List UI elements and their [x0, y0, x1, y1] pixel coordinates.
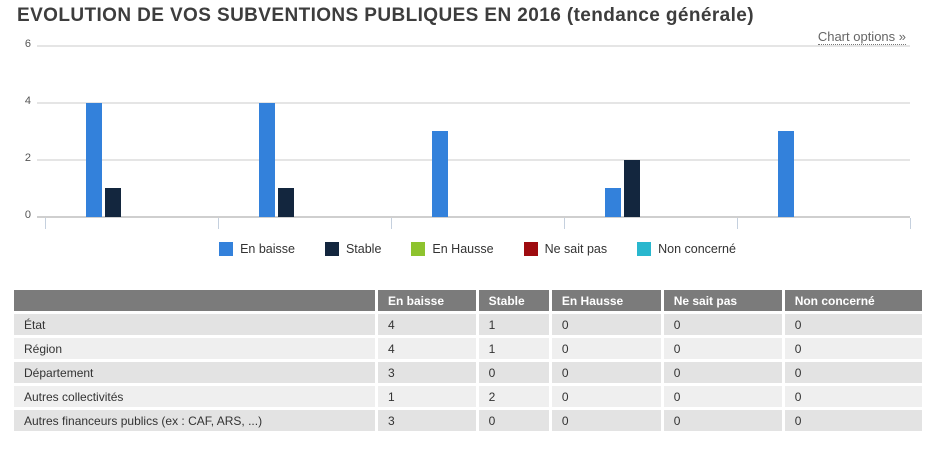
cell-value: 0 — [784, 362, 922, 386]
x-axis-tick — [737, 218, 738, 229]
bar-group — [218, 46, 391, 217]
cell-value: 1 — [478, 314, 552, 338]
gridline-y6 — [37, 45, 910, 47]
legend-swatch-icon — [324, 242, 339, 256]
cell-value: 0 — [663, 338, 785, 362]
legend-label: En Hausse — [432, 242, 494, 256]
cell-value: 0 — [551, 410, 664, 434]
gridline-y4 — [37, 102, 910, 104]
cell-value: 0 — [478, 362, 552, 386]
column-header: Non concerné — [784, 290, 922, 314]
column-header: Ne sait pas — [663, 290, 785, 314]
data-table: En baisse Stable En Hausse Ne sait pas Non c… — [14, 290, 922, 434]
legend-item: En baisse — [219, 242, 295, 256]
legend-item: Stable — [324, 242, 382, 256]
bar — [777, 131, 794, 217]
table-row: État 4 1 0 0 0 — [14, 314, 922, 338]
bar-group — [45, 46, 218, 217]
table-row: Région 4 1 0 0 0 — [14, 338, 922, 362]
legend-item: Non concerné — [637, 242, 736, 256]
cell-value: 0 — [784, 386, 922, 410]
y-axis-label: 0 — [24, 209, 31, 221]
bar — [104, 188, 121, 217]
cell-value: 0 — [663, 386, 785, 410]
bar — [431, 131, 448, 217]
column-header — [14, 290, 378, 314]
gridline-y0 — [37, 216, 910, 218]
cell-value: 0 — [551, 386, 664, 410]
row-label: Département — [14, 362, 378, 386]
column-header: En baisse — [378, 290, 479, 314]
legend-item: Ne sait pas — [523, 242, 608, 256]
x-axis-tick — [564, 218, 565, 229]
cell-value: 3 — [378, 410, 479, 434]
bar — [277, 188, 294, 217]
bar — [604, 188, 621, 217]
column-header: En Hausse — [551, 290, 664, 314]
cell-value: 2 — [478, 386, 552, 410]
cell-value: 4 — [378, 314, 479, 338]
y-axis-label: 6 — [24, 38, 31, 50]
table-row: Département 3 0 0 0 0 — [14, 362, 922, 386]
bar-group — [391, 46, 564, 217]
chart-options-link[interactable]: Chart options » — [817, 29, 906, 45]
page-title: EVOLUTION DE VOS SUBVENTIONS PUBLIQUES E… — [17, 5, 754, 26]
cell-value: 4 — [378, 338, 479, 362]
cell-value: 0 — [663, 362, 785, 386]
row-label: Autres collectivités — [14, 386, 378, 410]
cell-value: 0 — [551, 362, 664, 386]
bar — [85, 103, 102, 217]
row-label: Région — [14, 338, 378, 362]
x-axis-tick — [45, 218, 46, 229]
legend-swatch-icon — [219, 242, 234, 256]
legend-label: Ne sait pas — [544, 242, 608, 256]
cell-value: 0 — [663, 314, 785, 338]
legend-swatch-icon — [637, 242, 652, 256]
cell-value: 1 — [378, 386, 479, 410]
y-axis-label: 4 — [24, 95, 31, 107]
cell-value: 0 — [784, 338, 922, 362]
cell-value: 3 — [378, 362, 479, 386]
table-body: État 4 1 0 0 0 Région 4 1 0 0 0 Département 3 0 0 0 0 Autr… — [14, 314, 922, 434]
legend-label: Non concerné — [658, 242, 736, 256]
cell-value: 0 — [551, 338, 664, 362]
cell-value: 0 — [784, 410, 922, 434]
column-header: Stable — [478, 290, 552, 314]
row-label: Autres financeurs publics (ex : CAF, ARS… — [14, 410, 378, 434]
cell-value: 0 — [663, 410, 785, 434]
legend-label: En baisse — [240, 242, 295, 256]
row-label: État — [14, 314, 378, 338]
bar-group — [564, 46, 737, 217]
chart-legend: En baisse Stable En Hausse Ne sait pas Non c… — [45, 242, 910, 256]
table-header-row: En baisse Stable En Hausse Ne sait pas Non c… — [14, 290, 922, 314]
cell-value: 0 — [784, 314, 922, 338]
cell-value: 1 — [478, 338, 552, 362]
x-axis-tick — [218, 218, 219, 229]
bar-chart: 6 4 2 0 — [24, 38, 911, 229]
x-axis-tick — [910, 218, 911, 229]
table-row: Autres collectivités 1 2 0 0 0 — [14, 386, 922, 410]
bar — [258, 103, 275, 217]
table-row: Autres financeurs publics (ex : CAF, ARS… — [14, 410, 922, 434]
bar — [623, 160, 640, 217]
legend-swatch-icon — [411, 242, 426, 256]
legend-item: En Hausse — [411, 242, 494, 256]
gridline-y2 — [37, 159, 910, 161]
cell-value: 0 — [551, 314, 664, 338]
legend-label: Stable — [345, 242, 382, 256]
table-header: En baisse Stable En Hausse Ne sait pas Non c… — [14, 290, 922, 314]
x-axis-tick — [391, 218, 392, 229]
cell-value: 0 — [478, 410, 552, 434]
y-axis-label: 2 — [24, 152, 31, 164]
bar-group — [737, 46, 910, 217]
legend-swatch-icon — [523, 242, 538, 256]
